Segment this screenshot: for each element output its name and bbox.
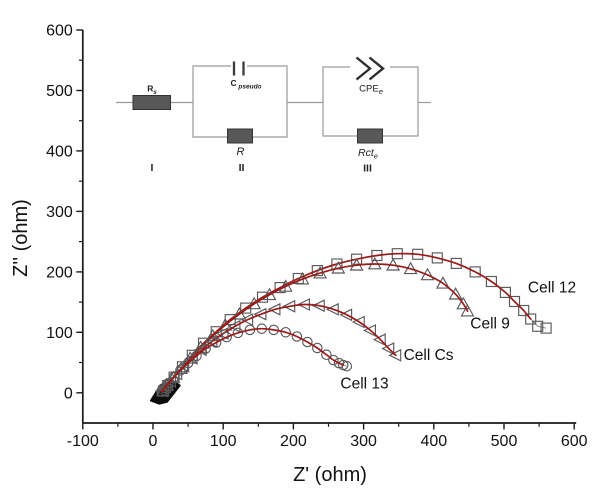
series-label-cell-12: Cell 12 <box>528 279 576 296</box>
resistor-icon <box>227 128 253 144</box>
cpe-icon <box>368 56 385 81</box>
circle-marker <box>200 343 211 354</box>
triangle-left-marker <box>363 324 376 337</box>
series-cell-13: Cell 13 <box>156 323 389 397</box>
triangle-left-marker <box>381 342 395 356</box>
tick-labels: -100 0 100 200 300 400 500 600 0 100 200 300 400 500 6… <box>46 23 588 451</box>
series-label-cell-9: Cell 9 <box>470 316 510 333</box>
triangle-up-marker <box>232 307 247 320</box>
square-marker <box>525 313 537 325</box>
y-tick-label: 400 <box>46 143 73 160</box>
x-tick-label: -100 <box>67 433 99 450</box>
resistor-icon <box>132 95 171 110</box>
x-tick-label: 200 <box>280 433 307 450</box>
circle-marker <box>302 336 313 348</box>
circle-marker <box>280 327 291 338</box>
triangle-left-marker <box>339 308 353 322</box>
square-marker <box>351 253 363 265</box>
square-marker <box>256 291 269 303</box>
x-axis-title: Z' (ohm) <box>293 464 367 486</box>
parallel-box-II <box>192 65 288 138</box>
circle-marker <box>232 327 244 339</box>
triangle-left-marker <box>388 348 402 362</box>
y-tick-label: 200 <box>46 264 73 281</box>
triangle-left-marker <box>240 313 254 327</box>
label-CPEe: CPEe <box>359 84 383 97</box>
y-tick-label: 100 <box>46 325 73 342</box>
label-Rs: Rs <box>147 84 157 97</box>
circle-marker <box>312 342 323 354</box>
data-line <box>162 263 468 392</box>
triangle-up-marker <box>456 296 471 310</box>
square-marker <box>518 304 530 317</box>
circle-marker <box>191 350 202 362</box>
series-cell-9: Cell 9 <box>155 256 510 397</box>
x-tick-label: 100 <box>210 433 237 450</box>
triangle-up-marker <box>262 287 277 301</box>
square-marker <box>431 252 443 264</box>
series-label-cell-cs: Cell Cs <box>404 347 454 364</box>
y-tick-label: 0 <box>64 385 73 402</box>
square-marker <box>485 275 497 288</box>
triangle-left-marker <box>351 315 365 329</box>
circle-marker <box>182 357 194 369</box>
resistor-icon <box>357 128 383 144</box>
axis-ticks <box>76 29 575 430</box>
cpe-icon <box>355 56 372 81</box>
section-numeral-II: II <box>239 162 245 174</box>
fit-line <box>160 327 345 393</box>
triangle-left-marker <box>253 307 267 321</box>
circle-marker <box>328 354 339 366</box>
section-numeral-I: I <box>151 162 154 174</box>
triangle-left-marker <box>325 302 339 316</box>
series-cell-12: Cell 12 <box>157 248 576 397</box>
series-label-cell-13: Cell 13 <box>340 376 388 393</box>
triangle-left-marker <box>311 299 325 313</box>
triangle-left-marker <box>267 302 281 316</box>
square-marker <box>450 257 462 269</box>
y-tick-label: 600 <box>46 23 73 40</box>
y-tick-label: 500 <box>46 83 73 100</box>
fit-line <box>161 263 469 392</box>
triangle-up-marker <box>247 296 262 310</box>
circle-marker <box>221 331 232 343</box>
section-numeral-III: III <box>363 163 372 175</box>
circle-marker <box>341 360 353 372</box>
x-tick-label: 500 <box>491 433 518 450</box>
y-tick-label: 300 <box>46 204 73 221</box>
label-Rcte: Rcte <box>358 147 378 161</box>
square-marker <box>532 320 544 332</box>
circle-marker <box>210 337 222 348</box>
circle-marker <box>291 331 303 342</box>
circle-marker <box>175 365 186 376</box>
axes <box>81 30 577 424</box>
square-marker <box>508 295 521 308</box>
x-tick-label: 0 <box>149 433 158 450</box>
square-marker <box>469 266 481 278</box>
circle-marker <box>163 377 174 389</box>
x-tick-label: 300 <box>350 433 377 450</box>
x-tick-label: 400 <box>420 433 447 450</box>
triangle-up-marker <box>460 303 475 317</box>
label-Cpseudo: C pseudo <box>230 78 261 91</box>
x-tick-label: 600 <box>561 433 588 450</box>
square-marker <box>540 322 552 334</box>
circle-marker <box>321 349 332 360</box>
triangle-left-marker <box>372 333 386 347</box>
square-marker <box>499 286 511 298</box>
y-axis-title: Z'' (ohm) <box>10 199 32 277</box>
triangle-up-marker <box>448 287 463 300</box>
square-marker <box>240 302 252 314</box>
label-R: R <box>237 146 245 158</box>
triangle-up-marker <box>435 276 450 289</box>
circle-marker <box>168 371 180 383</box>
